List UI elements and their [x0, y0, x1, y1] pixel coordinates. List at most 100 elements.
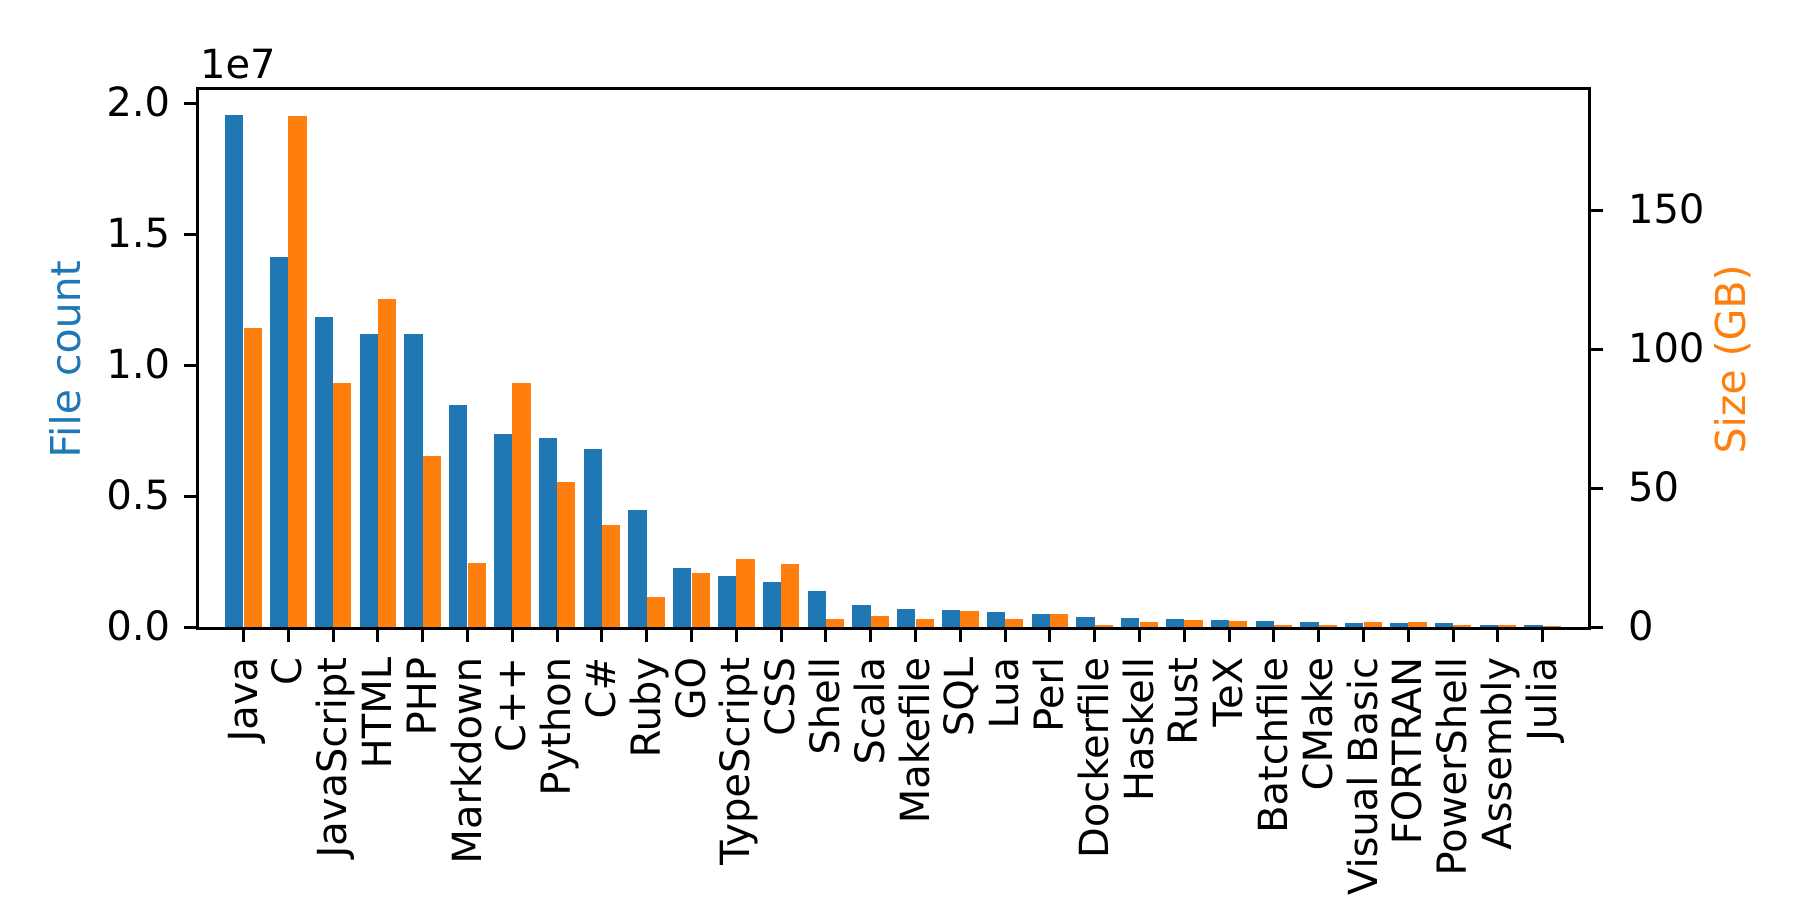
bar-size-gb-julia [1542, 626, 1561, 629]
x-tick-label-julia: Julia [1519, 657, 1566, 741]
x-tick-label-dockerfile: Dockerfile [1071, 657, 1118, 858]
bar-file-count-fortran [1390, 623, 1409, 629]
y-tick-left [184, 363, 196, 367]
x-tick-label-cmake: CMake [1295, 657, 1342, 791]
bar-size-gb-c [288, 116, 307, 629]
bar-file-count-haskell [1121, 618, 1140, 629]
x-tick-label-python: Python [534, 657, 581, 796]
bar-file-count-cpp [494, 433, 513, 629]
y-tick-label-right: 0 [1628, 604, 1654, 650]
x-tick [1227, 630, 1231, 642]
x-tick-label-tex: TeX [1206, 657, 1253, 727]
x-tick [824, 630, 828, 642]
x-tick-label-html: HTML [354, 657, 401, 769]
bar-file-count-batchfile [1255, 620, 1274, 629]
bar-size-gb-java [243, 327, 262, 629]
bar-file-count-tex [1210, 620, 1230, 629]
x-tick-label-php: PHP [399, 657, 446, 736]
x-tick [1138, 630, 1141, 642]
x-tick [242, 630, 245, 642]
bar-size-gb-shell [825, 618, 845, 629]
bar-file-count-julia [1524, 625, 1543, 629]
x-tick [331, 630, 335, 642]
x-tick [510, 630, 514, 642]
x-tick-label-shell: Shell [802, 657, 849, 755]
x-tick-label-assembly: Assembly [1474, 657, 1521, 850]
x-tick [1317, 630, 1321, 642]
bar-size-gb-haskell [1139, 621, 1158, 629]
x-tick [734, 630, 738, 642]
x-tick-label-perl: Perl [1026, 657, 1073, 732]
x-tick-label-powershell: PowerShell [1430, 657, 1477, 876]
x-tick-label-go: GO [668, 657, 715, 720]
bar-file-count-markdown [449, 405, 468, 629]
bar-size-gb-scala [870, 616, 889, 629]
x-tick-label-sql: SQL [937, 657, 984, 737]
x-tick-label-cpp: C++ [489, 657, 536, 752]
bar-file-count-csharp [583, 448, 602, 629]
bar-size-gb-csharp [601, 524, 621, 629]
bar-size-gb-sql [960, 611, 979, 629]
bar-file-count-c [270, 256, 289, 629]
bar-size-gb-visual-basic [1363, 621, 1382, 629]
x-tick-label-visual-basic: Visual Basic [1340, 657, 1387, 896]
x-tick-label-typescript: TypeScript [713, 657, 760, 865]
y-tick-label-right: 50 [1628, 465, 1679, 512]
x-tick-label-lua: Lua [982, 657, 1029, 729]
x-tick-label-c: C [265, 657, 312, 685]
x-tick [958, 630, 962, 642]
bar-file-count-powershell [1434, 623, 1454, 629]
y-tick-label-left: 0.5 [106, 473, 170, 520]
x-tick [869, 630, 873, 642]
bar-file-count-javascript [314, 316, 334, 629]
x-tick [376, 630, 380, 642]
bar-file-count-scala [852, 605, 871, 629]
bar-size-gb-python [557, 482, 576, 629]
bar-size-gb-rust [1184, 619, 1203, 629]
bar-size-gb-html [377, 298, 397, 629]
x-tick [1541, 630, 1545, 642]
x-tick [914, 630, 917, 642]
bar-file-count-visual-basic [1345, 622, 1364, 629]
x-tick [1048, 630, 1052, 642]
x-tick [1093, 630, 1097, 642]
y-axis-offset-text: 1e7 [200, 42, 276, 88]
bar-file-count-sql [942, 609, 961, 629]
x-tick-label-java: Java [220, 657, 267, 742]
x-tick [690, 630, 693, 642]
x-tick [1496, 630, 1500, 642]
x-tick [645, 630, 649, 642]
x-tick-label-ruby: Ruby [623, 657, 670, 758]
bar-file-count-go [673, 567, 692, 629]
bar-file-count-typescript [718, 576, 737, 629]
bar-file-count-java [225, 114, 244, 629]
bar-size-gb-typescript [736, 558, 755, 629]
x-tick [1272, 630, 1276, 642]
bar-size-gb-makefile [915, 618, 934, 629]
x-tick-label-batchfile: Batchfile [1250, 657, 1297, 833]
bar-size-gb-php [422, 456, 441, 629]
y-tick-left [184, 101, 196, 105]
x-tick-label-javascript: JavaScript [310, 657, 357, 858]
bar-size-gb-go [691, 573, 710, 629]
x-tick [1451, 630, 1455, 642]
y-tick-label-right: 100 [1628, 326, 1705, 373]
bar-file-count-assembly [1479, 624, 1498, 629]
y-tick-label-left: 2.0 [106, 80, 170, 127]
bar-size-gb-markdown [467, 562, 486, 629]
y-tick-left [184, 494, 196, 498]
x-tick-label-makefile: Makefile [892, 657, 939, 824]
x-tick [1003, 630, 1007, 642]
x-tick-label-markdown: Markdown [444, 657, 491, 864]
y-axis-label-right: Size (GB) [1707, 264, 1755, 454]
bar-file-count-shell [807, 590, 826, 629]
bar-size-gb-tex [1229, 621, 1248, 629]
bar-size-gb-fortran [1408, 622, 1427, 629]
bar-size-gb-assembly [1497, 624, 1517, 629]
y-tick-label-left: 1.0 [106, 342, 170, 389]
x-tick-label-fortran: FORTRAN [1385, 657, 1432, 845]
x-tick-label-scala: Scala [847, 657, 894, 765]
bar-size-gb-batchfile [1273, 625, 1293, 629]
bar-size-gb-javascript [333, 382, 352, 629]
